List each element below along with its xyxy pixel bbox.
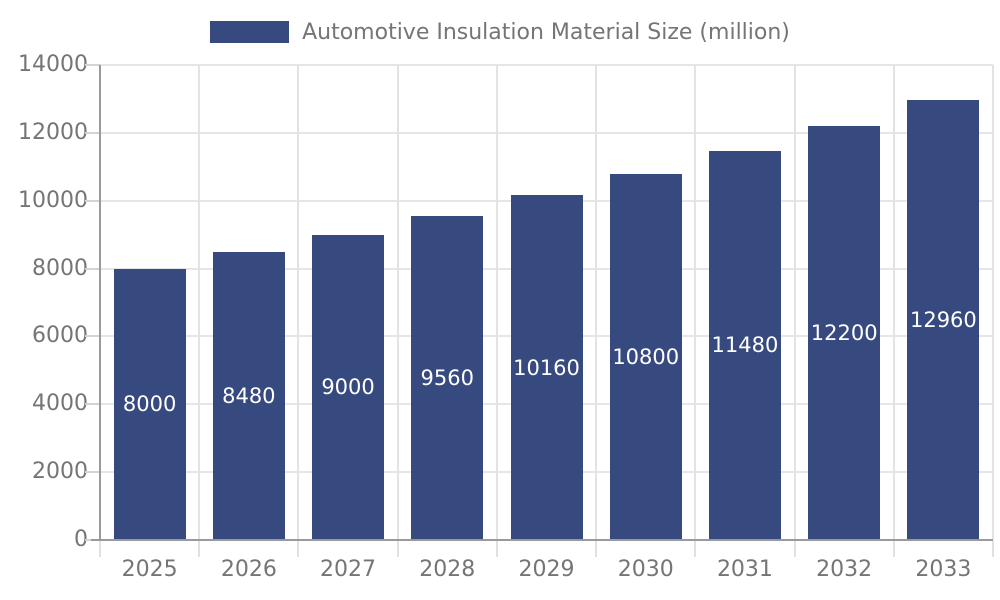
bar-2030[interactable]: 10800 bbox=[609, 173, 682, 540]
v-gridline bbox=[892, 65, 895, 540]
x-axis-tick bbox=[595, 541, 598, 557]
y-axis-tick bbox=[85, 471, 100, 474]
h-gridline-14000 bbox=[100, 64, 993, 66]
v-gridline bbox=[595, 65, 598, 540]
y-axis-line bbox=[99, 65, 101, 540]
x-tick-label-2031: 2031 bbox=[716, 557, 773, 582]
x-axis-tick bbox=[99, 541, 101, 557]
x-axis-line bbox=[91, 539, 993, 541]
legend-label: Automotive Insulation Material Size (mil… bbox=[302, 19, 790, 45]
y-tick-label-6000: 6000 bbox=[32, 323, 88, 349]
y-tick-label-10000: 10000 bbox=[18, 187, 88, 213]
y-tick-label-8000: 8000 bbox=[32, 255, 88, 281]
v-gridline bbox=[992, 65, 994, 540]
x-tick-label-2030: 2030 bbox=[617, 557, 674, 582]
x-axis-tick bbox=[495, 541, 498, 557]
x-axis-tick bbox=[793, 541, 796, 557]
bar-2031[interactable]: 11480 bbox=[708, 150, 781, 540]
y-axis-tick bbox=[85, 403, 100, 406]
y-axis-tick bbox=[85, 64, 100, 66]
plot-area: 8000 8480 9000 9560 10160 10800 11480 12200 1296… bbox=[85, 64, 994, 557]
x-tick-label-2032: 2032 bbox=[816, 557, 873, 582]
v-gridline bbox=[396, 65, 399, 540]
x-tick-label-2028: 2028 bbox=[419, 557, 476, 582]
legend-swatch bbox=[210, 21, 290, 43]
bar-value-label: 8480 bbox=[222, 384, 276, 409]
v-gridline bbox=[694, 65, 697, 540]
legend[interactable]: Automotive Insulation Material Size (mil… bbox=[0, 18, 1000, 46]
v-gridline bbox=[793, 65, 796, 540]
x-axis-tick bbox=[396, 541, 399, 557]
y-axis-tick bbox=[85, 335, 100, 338]
h-gridline-12000 bbox=[100, 131, 993, 134]
bar-2032[interactable]: 12200 bbox=[808, 126, 881, 540]
bar-value-label: 10160 bbox=[513, 355, 580, 380]
bar-2029[interactable]: 10160 bbox=[510, 195, 583, 540]
y-axis-tick bbox=[85, 267, 100, 270]
v-gridline bbox=[297, 65, 300, 540]
y-tick-label-12000: 12000 bbox=[18, 119, 88, 145]
y-tick-label-4000: 4000 bbox=[32, 391, 88, 417]
y-axis-tick bbox=[85, 199, 100, 202]
y-tick-label-0: 0 bbox=[74, 527, 88, 552]
v-gridline bbox=[198, 65, 201, 540]
bar-2033[interactable]: 12960 bbox=[907, 100, 980, 540]
bar-2027[interactable]: 9000 bbox=[312, 234, 385, 540]
x-tick-label-2026: 2026 bbox=[220, 557, 277, 582]
x-tick-label-2029: 2029 bbox=[518, 557, 575, 582]
bar-2026[interactable]: 8480 bbox=[212, 252, 285, 540]
x-axis-tick bbox=[198, 541, 201, 557]
y-tick-label-2000: 2000 bbox=[32, 459, 88, 485]
v-gridline bbox=[495, 65, 498, 540]
bar-2025[interactable]: 8000 bbox=[113, 268, 186, 540]
bar-value-label: 9000 bbox=[321, 375, 375, 400]
x-axis-tick bbox=[992, 541, 994, 557]
bar-value-label: 12960 bbox=[909, 308, 977, 333]
bar-value-label: 11480 bbox=[711, 333, 779, 358]
bar-value-label: 10800 bbox=[612, 344, 680, 369]
bar-value-label: 12200 bbox=[810, 321, 878, 346]
x-tick-label-2025: 2025 bbox=[121, 557, 178, 582]
x-axis-tick bbox=[297, 541, 300, 557]
bar-2028[interactable]: 9560 bbox=[411, 215, 484, 540]
x-tick-label-2033: 2033 bbox=[915, 557, 972, 582]
x-tick-label-2027: 2027 bbox=[320, 557, 377, 582]
y-tick-label-14000: 14000 bbox=[18, 52, 88, 77]
x-axis-tick bbox=[694, 541, 697, 557]
bar-value-label: 8000 bbox=[122, 392, 177, 417]
x-axis-tick bbox=[892, 541, 895, 557]
y-axis-tick bbox=[85, 131, 100, 134]
bar-value-label: 9560 bbox=[420, 365, 474, 390]
